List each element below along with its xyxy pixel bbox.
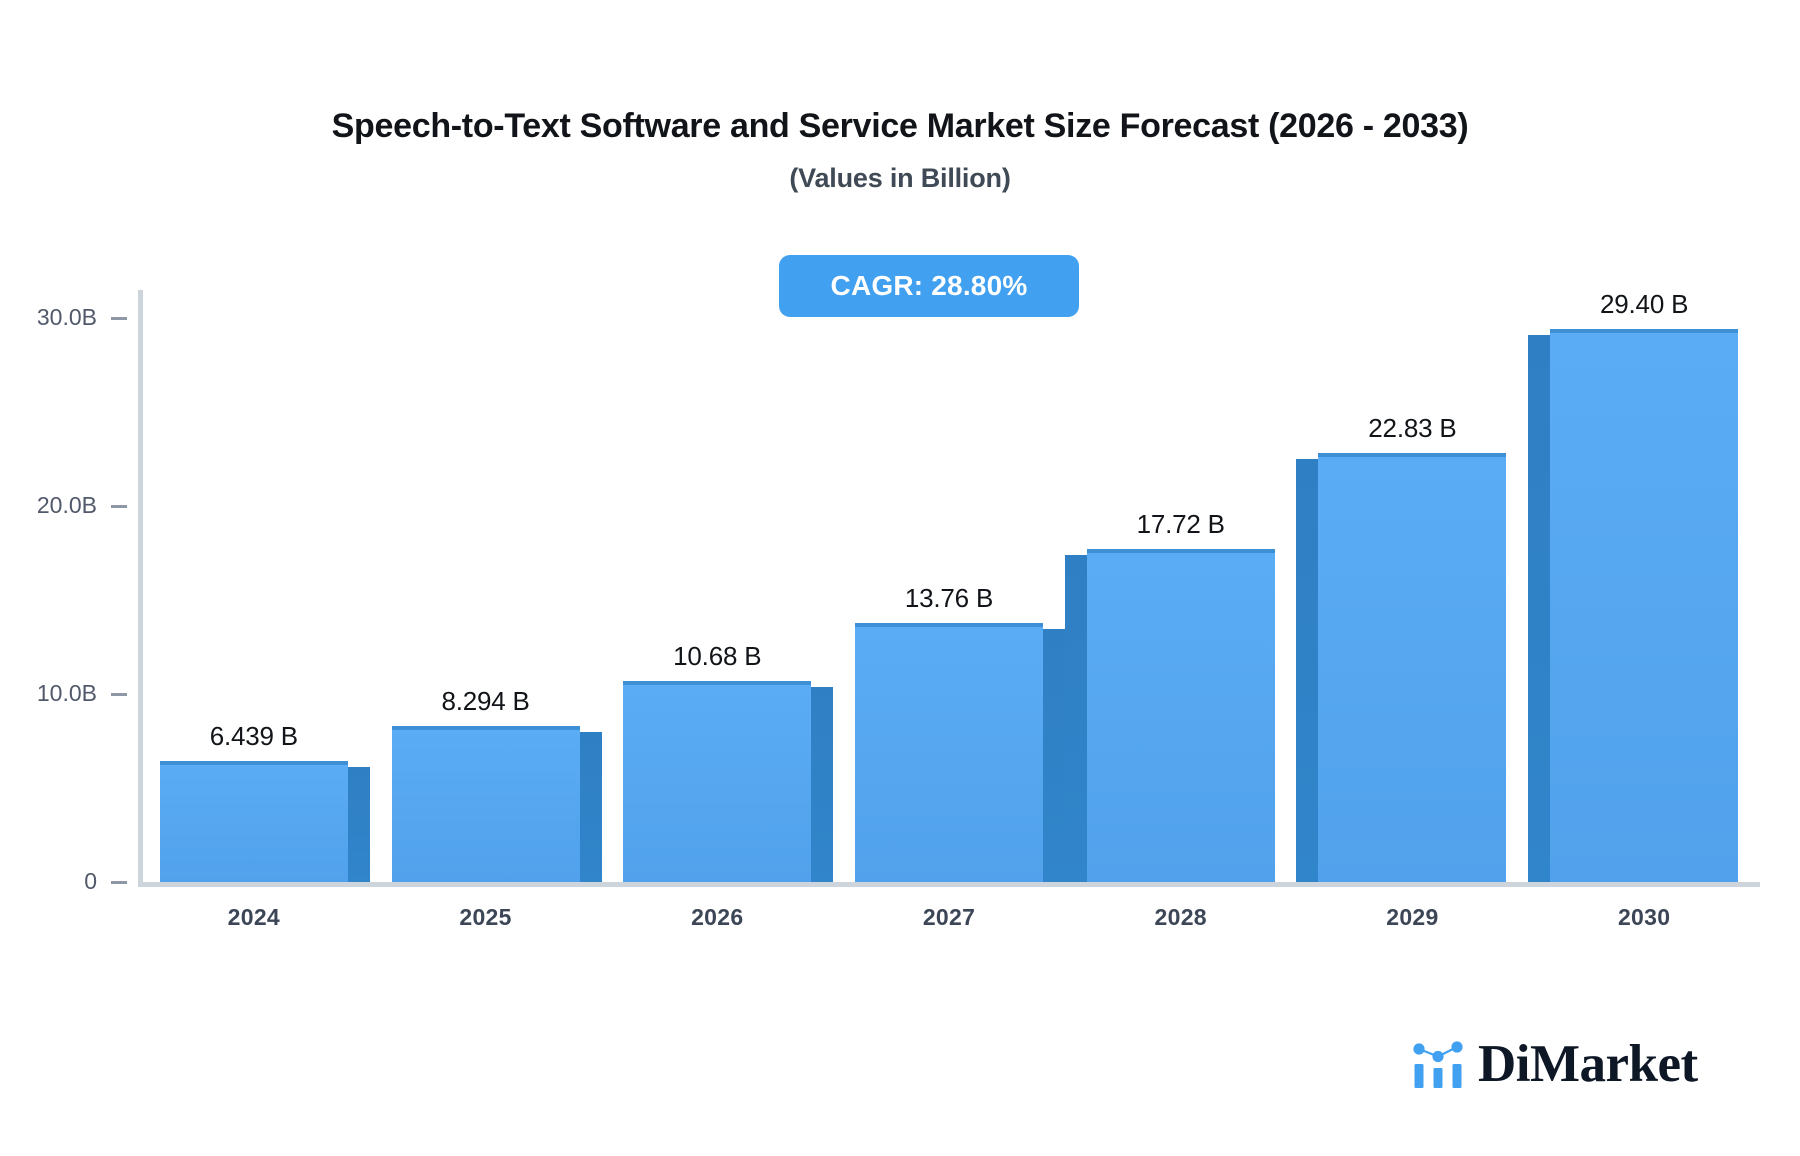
chart-header: Speech-to-Text Software and Service Mark… <box>0 107 1800 194</box>
bar-face[interactable] <box>855 623 1043 882</box>
bar-top-edge <box>855 623 1043 628</box>
y-axis-tick-label: 20.0B <box>36 491 97 518</box>
bar[interactable] <box>1064 548 1275 882</box>
bar[interactable] <box>1296 452 1507 882</box>
x-axis-label: 2029 <box>1386 904 1439 930</box>
bar-top-edge <box>159 761 348 765</box>
bar-top-edge <box>1318 452 1507 457</box>
bar-face[interactable] <box>1318 452 1507 882</box>
x-axis-label: 2030 <box>1617 904 1671 930</box>
bar-face[interactable] <box>159 761 348 882</box>
y-axis-tick-mark <box>111 504 127 508</box>
y-axis-tick-label: 30.0B <box>36 303 97 330</box>
bar-value-label: 8.294 B <box>441 686 530 717</box>
bar-3d-side <box>1528 335 1553 882</box>
bar-value-label: 29.40 B <box>1600 289 1689 320</box>
brand-logo: DiMarket <box>1412 1038 1698 1091</box>
x-axis-label: 2027 <box>922 904 976 930</box>
bar-top-edge <box>623 681 812 686</box>
bar-value-label: 17.72 B <box>1136 508 1225 539</box>
bar-3d-side <box>1296 458 1321 882</box>
x-axis-label: 2024 <box>227 904 281 930</box>
bars-layer: 6.439 B 8.294 B 10.68 B 13.76 B 17.72 B 22.83… <box>138 289 1760 882</box>
bar[interactable] <box>1528 329 1739 882</box>
bar[interactable] <box>391 726 602 882</box>
y-axis-tick-mark <box>111 880 127 884</box>
bar-top-edge <box>391 726 580 731</box>
y-axis-tick-mark <box>111 692 127 696</box>
bar-top-edge <box>1086 548 1275 553</box>
bar-value-label: 10.68 B <box>673 641 762 672</box>
bar-3d-side <box>345 767 370 882</box>
y-axis-tick-label: 0 <box>84 867 97 894</box>
chart-title: Speech-to-Text Software and Service Mark… <box>331 107 1469 145</box>
brand-logo-text: DiMarket <box>1478 1035 1698 1093</box>
cagr-badge: CAGR: 28.80% <box>779 255 1079 317</box>
y-axis-line <box>138 290 143 885</box>
x-axis-line <box>138 882 1760 887</box>
bar-value-label: 6.439 B <box>209 721 298 751</box>
bar-3d-side <box>1064 554 1089 882</box>
x-axis-label: 2025 <box>459 904 512 930</box>
x-axis-label: 2026 <box>691 904 744 930</box>
bar-face[interactable] <box>391 726 580 882</box>
cagr-badge-label: CAGR: 28.80% <box>830 270 1028 301</box>
x-axis-label: 2028 <box>1154 904 1207 930</box>
plot-area: 6.439 B 8.294 B 10.68 B 13.76 B 17.72 B 22.83… <box>37 289 1760 892</box>
bar-3d-side <box>1041 629 1065 882</box>
bar-value-label: 22.83 B <box>1368 412 1457 443</box>
chart-subtitle: (Values in Billion) <box>789 163 1011 194</box>
bar-3d-side <box>577 732 602 882</box>
bar-face[interactable] <box>1086 548 1275 882</box>
y-axis-tick-mark <box>111 316 127 320</box>
bar-face[interactable] <box>1550 329 1739 882</box>
bar-3d-side <box>809 687 834 882</box>
bar[interactable] <box>855 623 1065 882</box>
bar[interactable] <box>623 681 834 882</box>
y-axis-tick-label: 10.0B <box>36 679 97 706</box>
x-axis-labels: 2024 2025 2026 2027 2028 2029 2030 <box>138 904 1760 944</box>
bar-face[interactable] <box>623 681 812 882</box>
bar-value-label: 13.76 B <box>904 583 994 614</box>
bar-top-edge <box>1550 329 1739 334</box>
bar[interactable] <box>159 761 370 882</box>
bar-chart-logo-icon <box>1413 1040 1463 1088</box>
